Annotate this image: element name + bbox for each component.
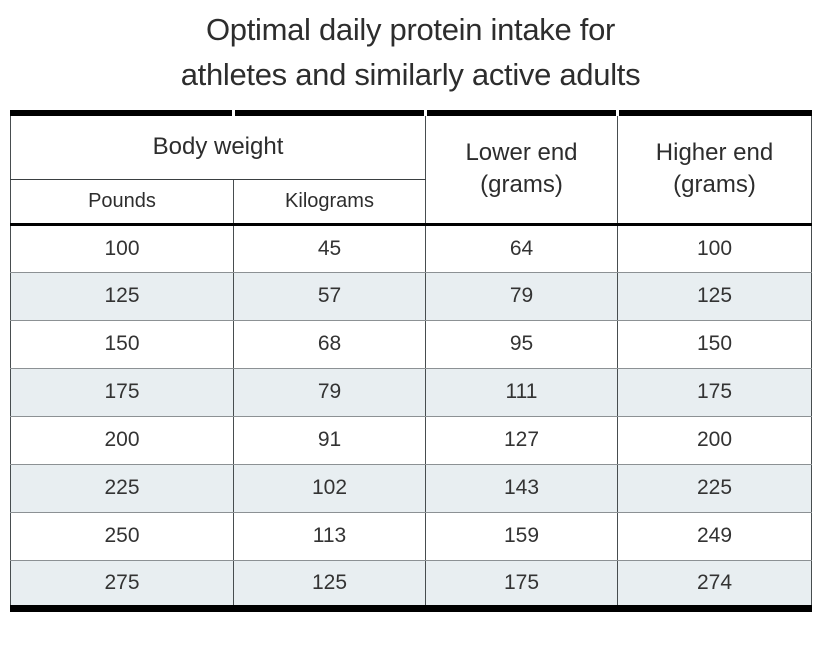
- cell-lower: 79: [425, 271, 618, 321]
- cell-higher: 125: [617, 271, 812, 321]
- header-kilograms: Kilograms: [233, 178, 426, 226]
- cell-higher: 225: [617, 463, 812, 513]
- cell-kilograms: 91: [233, 415, 426, 465]
- cell-kilograms: 68: [233, 319, 426, 369]
- cell-higher: 274: [617, 559, 812, 609]
- header-body-weight: Body weight: [10, 112, 426, 180]
- cell-higher: 249: [617, 511, 812, 561]
- cell-kilograms: 113: [233, 511, 426, 561]
- cell-higher: 150: [617, 319, 812, 369]
- header-lower-end-label: Lower end: [465, 139, 578, 167]
- cell-higher: 200: [617, 415, 812, 465]
- cell-kilograms: 57: [233, 271, 426, 321]
- cell-lower: 175: [425, 559, 618, 609]
- cell-kilograms: 125: [233, 559, 426, 609]
- cell-kilograms: 45: [233, 223, 426, 273]
- cell-higher: 100: [617, 223, 812, 273]
- cell-pounds: 200: [10, 415, 234, 465]
- cell-pounds: 275: [10, 559, 234, 609]
- cell-pounds: 250: [10, 511, 234, 561]
- header-lower-end: Lower end (grams): [425, 112, 618, 226]
- header-higher-end: Higher end (grams): [617, 112, 812, 226]
- protein-table-container: Body weight Lower end (grams) Higher end…: [10, 110, 812, 612]
- header-lower-end-unit: (grams): [480, 171, 563, 199]
- cell-pounds: 125: [10, 271, 234, 321]
- protein-intake-table: Body weight Lower end (grams) Higher end…: [10, 110, 812, 612]
- top-rule-notch: [424, 110, 427, 116]
- table-row: 200 91 127 200: [10, 415, 812, 465]
- cell-kilograms: 79: [233, 367, 426, 417]
- table-row: 250 113 159 249: [10, 511, 812, 561]
- cell-lower: 95: [425, 319, 618, 369]
- top-rule-notch: [232, 110, 235, 116]
- page-title-line-2: athletes and similarly active adults: [180, 57, 641, 92]
- top-rule-notch: [616, 110, 619, 116]
- table-row: 275 125 175 274: [10, 559, 812, 609]
- cell-pounds: 175: [10, 367, 234, 417]
- cell-lower: 127: [425, 415, 618, 465]
- header-pounds: Pounds: [10, 178, 234, 226]
- cell-lower: 64: [425, 223, 618, 273]
- cell-kilograms: 102: [233, 463, 426, 513]
- table-row: 225 102 143 225: [10, 463, 812, 513]
- table-row: 175 79 111 175: [10, 367, 812, 417]
- cell-pounds: 150: [10, 319, 234, 369]
- table-row: 100 45 64 100: [10, 223, 812, 273]
- page-title-line-1: Optimal daily protein intake for: [205, 12, 616, 47]
- cell-pounds: 225: [10, 463, 234, 513]
- cell-lower: 159: [425, 511, 618, 561]
- cell-lower: 111: [425, 367, 618, 417]
- page-title: Optimal daily protein intake for athlete…: [0, 0, 821, 97]
- cell-pounds: 100: [10, 223, 234, 273]
- cell-lower: 143: [425, 463, 618, 513]
- table-row: 150 68 95 150: [10, 319, 812, 369]
- header-higher-end-unit: (grams): [673, 171, 756, 199]
- cell-higher: 175: [617, 367, 812, 417]
- header-higher-end-label: Higher end: [655, 139, 774, 167]
- table-row: 125 57 79 125: [10, 271, 812, 321]
